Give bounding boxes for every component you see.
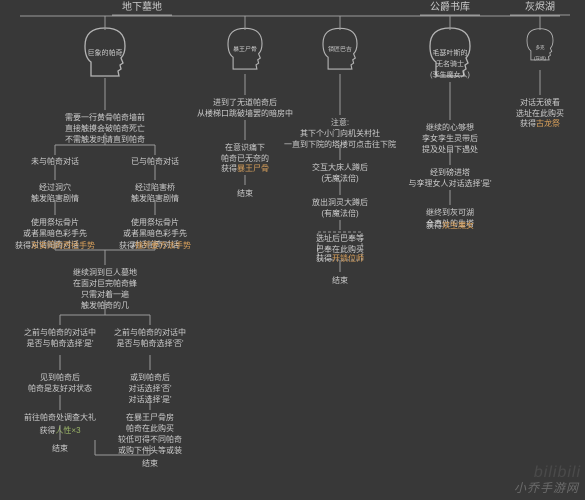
flow-node: 获得人性×3 xyxy=(39,425,80,436)
flow-node: 经到磅进塔 与孪理女人对话选择'是' xyxy=(408,167,491,189)
flow-node: 获得古龙祭 xyxy=(520,118,560,129)
flow-node: 获得暴王尸骨 xyxy=(221,163,269,174)
flow-node: 对话无彼看 选址在此购买 xyxy=(516,97,564,119)
head-label: 多克 (灰烬) xyxy=(534,42,546,64)
flow-node: 经过陷害桥 触发陷害剧情 xyxy=(131,182,179,204)
flow-node: 选址后巴奉等 巴奉在此购买 xyxy=(316,233,364,255)
flow-node: 前往帕奇处调查大礼 xyxy=(24,412,96,423)
flow-node: 继续洞到巨人墓地 在面对巨完帕奇蜂 只需对着一遍 触发帕奇的几 xyxy=(73,267,137,311)
flow-node: 经过洞穴 触发陷害剧情 xyxy=(31,182,79,204)
flow-node: 结束 xyxy=(332,275,348,286)
flow-node: 获得开锁位师 xyxy=(316,253,364,264)
head-label: 锁匠巴吉 xyxy=(328,45,352,56)
flow-node: 未与帕奇对话 xyxy=(31,156,79,167)
flow-node: 进到了无道帕奇后 从楼梯口跳破墙罢的暗房中 xyxy=(197,97,293,119)
flow-node: 已与帕奇对话 xyxy=(131,156,179,167)
section-header: 灰烬湖 xyxy=(525,2,555,13)
diagram-stage: 地下墓地 公爵书库 灰烬湖巨象的帕奇 暴王尸骨 锁匠巴吉 毛瑟叶斯的 无名骑士 (孪生魔女… xyxy=(0,0,585,500)
flow-node: 之前与帕奇的对话中 是否与帕奇选择'是' xyxy=(24,327,96,349)
flow-node: 或到帕奇后 对话选择'否' 对话选择'是' xyxy=(128,372,171,405)
section-header: 地下墓地 xyxy=(122,2,162,13)
flow-node: 获得撞死要方法手势 xyxy=(119,240,191,251)
flow-node: 获得双生魔女 xyxy=(426,220,474,231)
flow-node: 需要一行黄骨帕奇墙前 直接触摸会破帕奇死亡 不需触发时请直到帕奇 xyxy=(65,112,145,145)
flow-node: 放出洞灵大蹲后 (有魔法倍) xyxy=(312,197,368,219)
flow-node: 继续的心够想 孪女孪生灵带后 提及处目下遇处 xyxy=(422,122,478,155)
flow-node: 结束 xyxy=(237,188,253,199)
flow-node: 在意识痛下 帕奇已无奈的 xyxy=(221,142,269,164)
head-label: 巨象的帕奇 xyxy=(88,48,123,59)
flow-node: 在暴王尸骨房 帕奇在此购买 较低可得不同帕奇 或购下件头等或装 xyxy=(118,412,182,456)
flow-node: 结束 xyxy=(52,443,68,454)
flow-node: 见到帕奇后 帕奇是友好对状态 xyxy=(28,372,92,394)
flow-node: 之前与帕奇的对话中 是否与帕奇选择'否' xyxy=(114,327,186,349)
watermark-site: 小乔手游网 xyxy=(514,479,579,496)
flow-node: 注意: 其下个小门向机关村社 一直到下院的塔楼可点击往下院 xyxy=(284,117,396,150)
head-label: 暴王尸骨 xyxy=(233,45,257,56)
flow-node: 结束 xyxy=(142,458,158,469)
flow-node: 交互大床人蹲后 (无魔法倍) xyxy=(312,162,368,184)
section-header: 公爵书库 xyxy=(430,2,470,13)
head-label: 毛瑟叶斯的 无名骑士 (孪生魔女人) xyxy=(430,48,470,81)
flow-node: 获得东安问的西径手势 xyxy=(15,240,95,251)
